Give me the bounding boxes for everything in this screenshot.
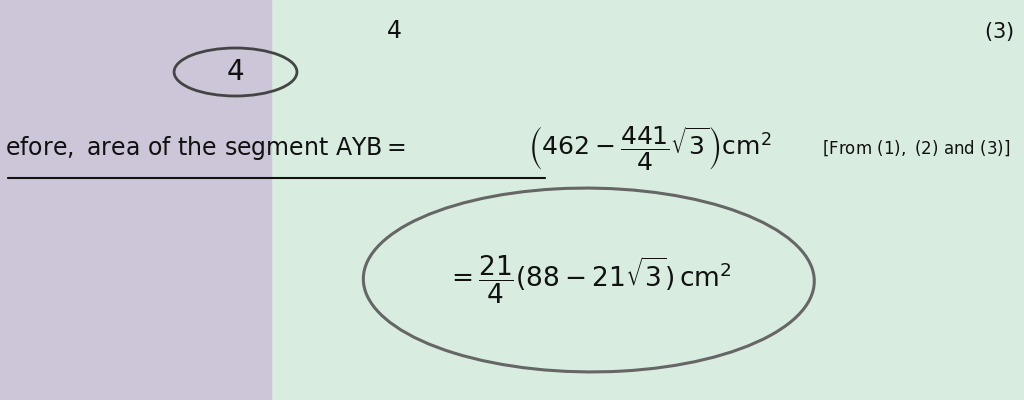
Text: $\mathrm{efore,\ area\ of\ the\ segment\ AYB} =$: $\mathrm{efore,\ area\ of\ the\ segment\… xyxy=(5,134,407,162)
Text: $= \dfrac{21}{4}(88 - 21\sqrt{3})\,\mathrm{cm}^2$: $= \dfrac{21}{4}(88 - 21\sqrt{3})\,\math… xyxy=(446,254,731,306)
Text: $4$: $4$ xyxy=(386,20,402,43)
Text: $\left(462 - \dfrac{441}{4}\sqrt{3}\right)\mathrm{cm}^2$: $\left(462 - \dfrac{441}{4}\sqrt{3}\righ… xyxy=(528,124,772,172)
Text: $[\mathrm{From\ (1),\ (2)\ and\ (3)}]$: $[\mathrm{From\ (1),\ (2)\ and\ (3)}]$ xyxy=(822,138,1011,158)
Text: $(3)$: $(3)$ xyxy=(984,20,1014,43)
Text: $\mathit{4}$: $\mathit{4}$ xyxy=(226,58,245,86)
